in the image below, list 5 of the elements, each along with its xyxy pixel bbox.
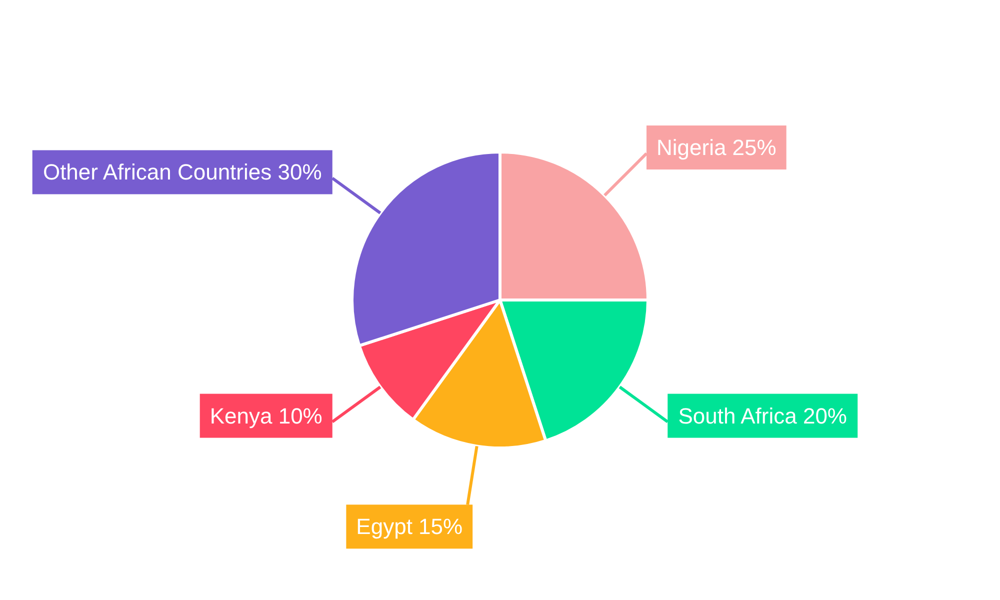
slice-label: South Africa 20% (678, 403, 848, 428)
slice-label: Other African Countries 30% (42, 160, 322, 185)
slice-label: Egypt 15% (356, 514, 463, 540)
slice-label: Nigeria 25% (656, 134, 776, 160)
slice-label: Kenya 10% (210, 403, 322, 428)
